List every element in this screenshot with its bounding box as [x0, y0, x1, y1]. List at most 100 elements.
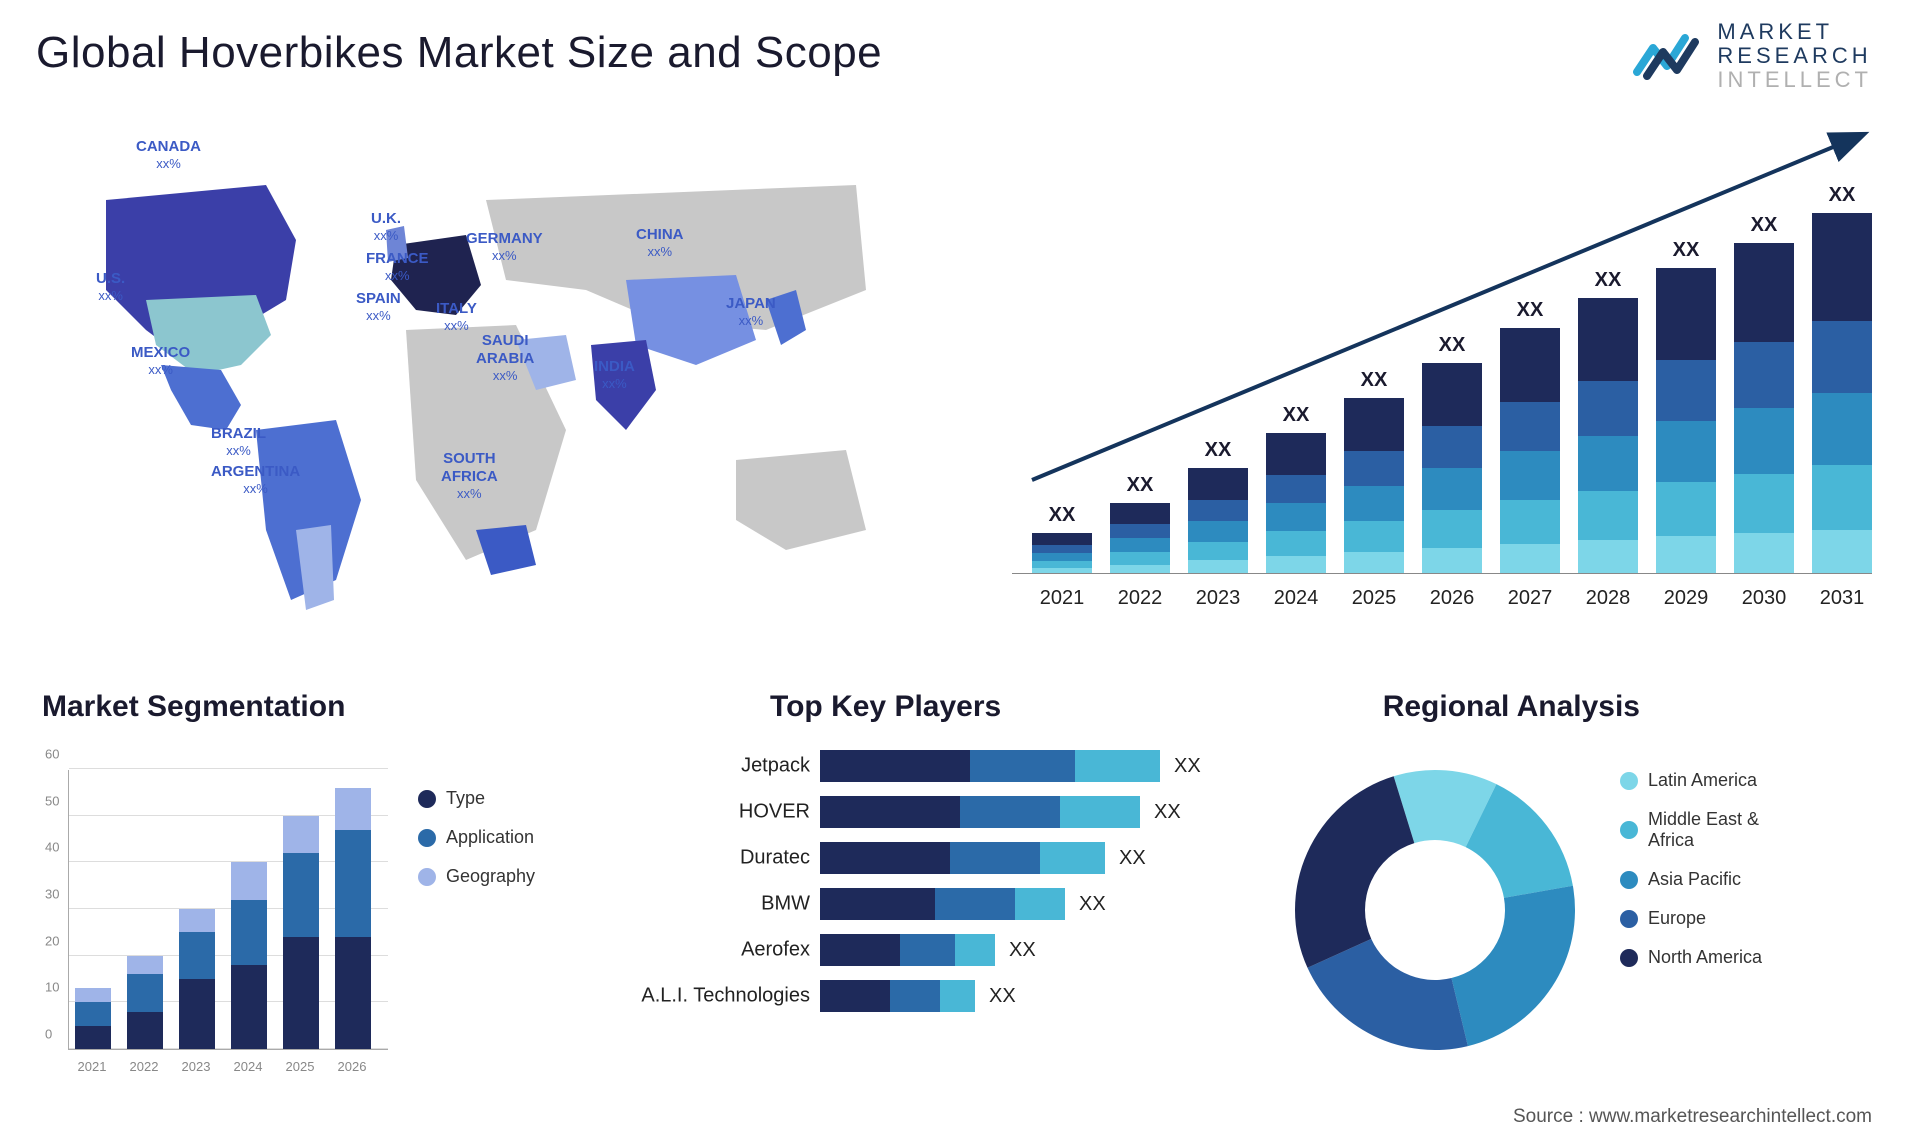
legend-dot-icon: [1620, 949, 1638, 967]
bar-2024: [1266, 433, 1326, 573]
logo-line2: RESEARCH: [1717, 44, 1872, 68]
map-label: U.K.xx%: [371, 210, 401, 244]
bar-value: XX: [1344, 369, 1404, 392]
legend-label: Latin America: [1648, 770, 1757, 791]
x-axis-label: 2030: [1734, 587, 1794, 610]
map-label: CANADAxx%: [136, 138, 201, 172]
bar-value: XX: [1812, 184, 1872, 207]
map-label: CHINAxx%: [636, 226, 684, 260]
legend-dot-icon: [418, 868, 436, 886]
map-label: ARGENTINAxx%: [211, 463, 300, 497]
map-label: FRANCExx%: [366, 250, 429, 284]
player-value: XX: [1154, 801, 1181, 824]
bar-2030: [1734, 243, 1794, 573]
bar-2026: [1422, 363, 1482, 573]
seg-bar-2023: [179, 909, 215, 1049]
bar-2029: [1656, 268, 1716, 573]
legend-item: Geography: [418, 866, 535, 887]
x-axis-label: 2021: [1032, 587, 1092, 610]
x-axis-label: 2024: [1266, 587, 1326, 610]
legend-item: Middle East &Africa: [1620, 809, 1762, 851]
player-row: HOVERXX: [620, 796, 1240, 828]
map-label: GERMANYxx%: [466, 230, 543, 264]
player-value: XX: [1009, 939, 1036, 962]
player-label: BMW: [580, 893, 810, 916]
player-row: AerofexXX: [620, 934, 1240, 966]
y-axis-label: 40: [45, 840, 59, 855]
player-bar: XX: [820, 980, 1016, 1012]
y-axis-label: 0: [45, 1027, 52, 1042]
regional-legend: Latin America Middle East &Africa Asia Pac…: [1620, 770, 1762, 986]
bar-2025: [1344, 398, 1404, 573]
map-label: SOUTHAFRICAxx%: [441, 450, 498, 502]
player-row: JetpackXX: [620, 750, 1240, 782]
player-row: DuratecXX: [620, 842, 1240, 874]
x-axis-label: 2027: [1500, 587, 1560, 610]
seg-bar-2025: [283, 816, 319, 1049]
x-axis-label: 2025: [1344, 587, 1404, 610]
player-bar: XX: [820, 796, 1181, 828]
x-axis-label: 2022: [126, 1059, 162, 1074]
bar-value: XX: [1656, 239, 1716, 262]
bar-2028: [1578, 298, 1638, 573]
legend-item: Latin America: [1620, 770, 1762, 791]
player-bar: XX: [820, 750, 1201, 782]
x-axis-label: 2024: [230, 1059, 266, 1074]
legend-item: North America: [1620, 947, 1762, 968]
legend-label: Type: [446, 788, 485, 809]
bar-value: XX: [1032, 504, 1092, 527]
x-axis-label: 2026: [334, 1059, 370, 1074]
bar-value: XX: [1110, 474, 1170, 497]
player-value: XX: [1119, 847, 1146, 870]
donut-slice: [1295, 776, 1414, 968]
y-axis-label: 60: [45, 747, 59, 762]
x-axis-label: 2028: [1578, 587, 1638, 610]
map-region-australia: [736, 450, 866, 550]
legend-label: Europe: [1648, 908, 1706, 929]
legend-dot-icon: [1620, 821, 1638, 839]
brand-logo: MARKET RESEARCH INTELLECT: [1633, 20, 1872, 93]
map-label: BRAZILxx%: [211, 425, 266, 459]
player-bar: XX: [820, 934, 1036, 966]
legend-item: Asia Pacific: [1620, 869, 1762, 890]
logo-line3: INTELLECT: [1717, 68, 1872, 92]
player-row: BMWXX: [620, 888, 1240, 920]
map-label: U.S.xx%: [96, 270, 125, 304]
legend-item: Type: [418, 788, 535, 809]
key-players-chart: JetpackXX HOVERXX DuratecXX BMWXX AerofexXX A…: [620, 750, 1240, 1090]
bar-2031: [1812, 213, 1872, 573]
legend-label: Geography: [446, 866, 535, 887]
legend-dot-icon: [1620, 910, 1638, 928]
regional-title: Regional Analysis: [1383, 690, 1640, 724]
player-row: A.L.I. TechnologiesXX: [620, 980, 1240, 1012]
x-axis-label: 2026: [1422, 587, 1482, 610]
x-axis-label: 2029: [1656, 587, 1716, 610]
legend-label: Application: [446, 827, 534, 848]
bar-value: XX: [1422, 334, 1482, 357]
player-value: XX: [1174, 755, 1201, 778]
y-axis-label: 50: [45, 793, 59, 808]
map-region-argentina: [296, 525, 334, 610]
key-players-title: Top Key Players: [770, 690, 1001, 724]
x-axis-label: 2021: [74, 1059, 110, 1074]
gridline: [69, 768, 388, 769]
legend-item: Europe: [1620, 908, 1762, 929]
bar-value: XX: [1266, 404, 1326, 427]
bar-2022: [1110, 503, 1170, 573]
bar-value: XX: [1500, 299, 1560, 322]
x-axis-label: 2023: [178, 1059, 214, 1074]
regional-donut: Latin America Middle East &Africa Asia Pac…: [1280, 750, 1880, 1080]
bar-value: XX: [1578, 269, 1638, 292]
map-label: SAUDIARABIAxx%: [476, 332, 534, 384]
source-attribution: Source : www.marketresearchintellect.com: [1513, 1106, 1872, 1128]
player-value: XX: [989, 985, 1016, 1008]
seg-bar-2024: [231, 862, 267, 1049]
legend-label: North America: [1648, 947, 1762, 968]
map-label: MEXICOxx%: [131, 344, 190, 378]
y-axis-label: 10: [45, 980, 59, 995]
x-axis-label: 2023: [1188, 587, 1248, 610]
bar-2023: [1188, 468, 1248, 573]
legend-label: Middle East &Africa: [1648, 809, 1759, 851]
market-size-chart: XXXXXXXXXXXXXXXXXXXXXX 20212022202320242…: [1012, 130, 1872, 610]
bar-2021: [1032, 533, 1092, 573]
